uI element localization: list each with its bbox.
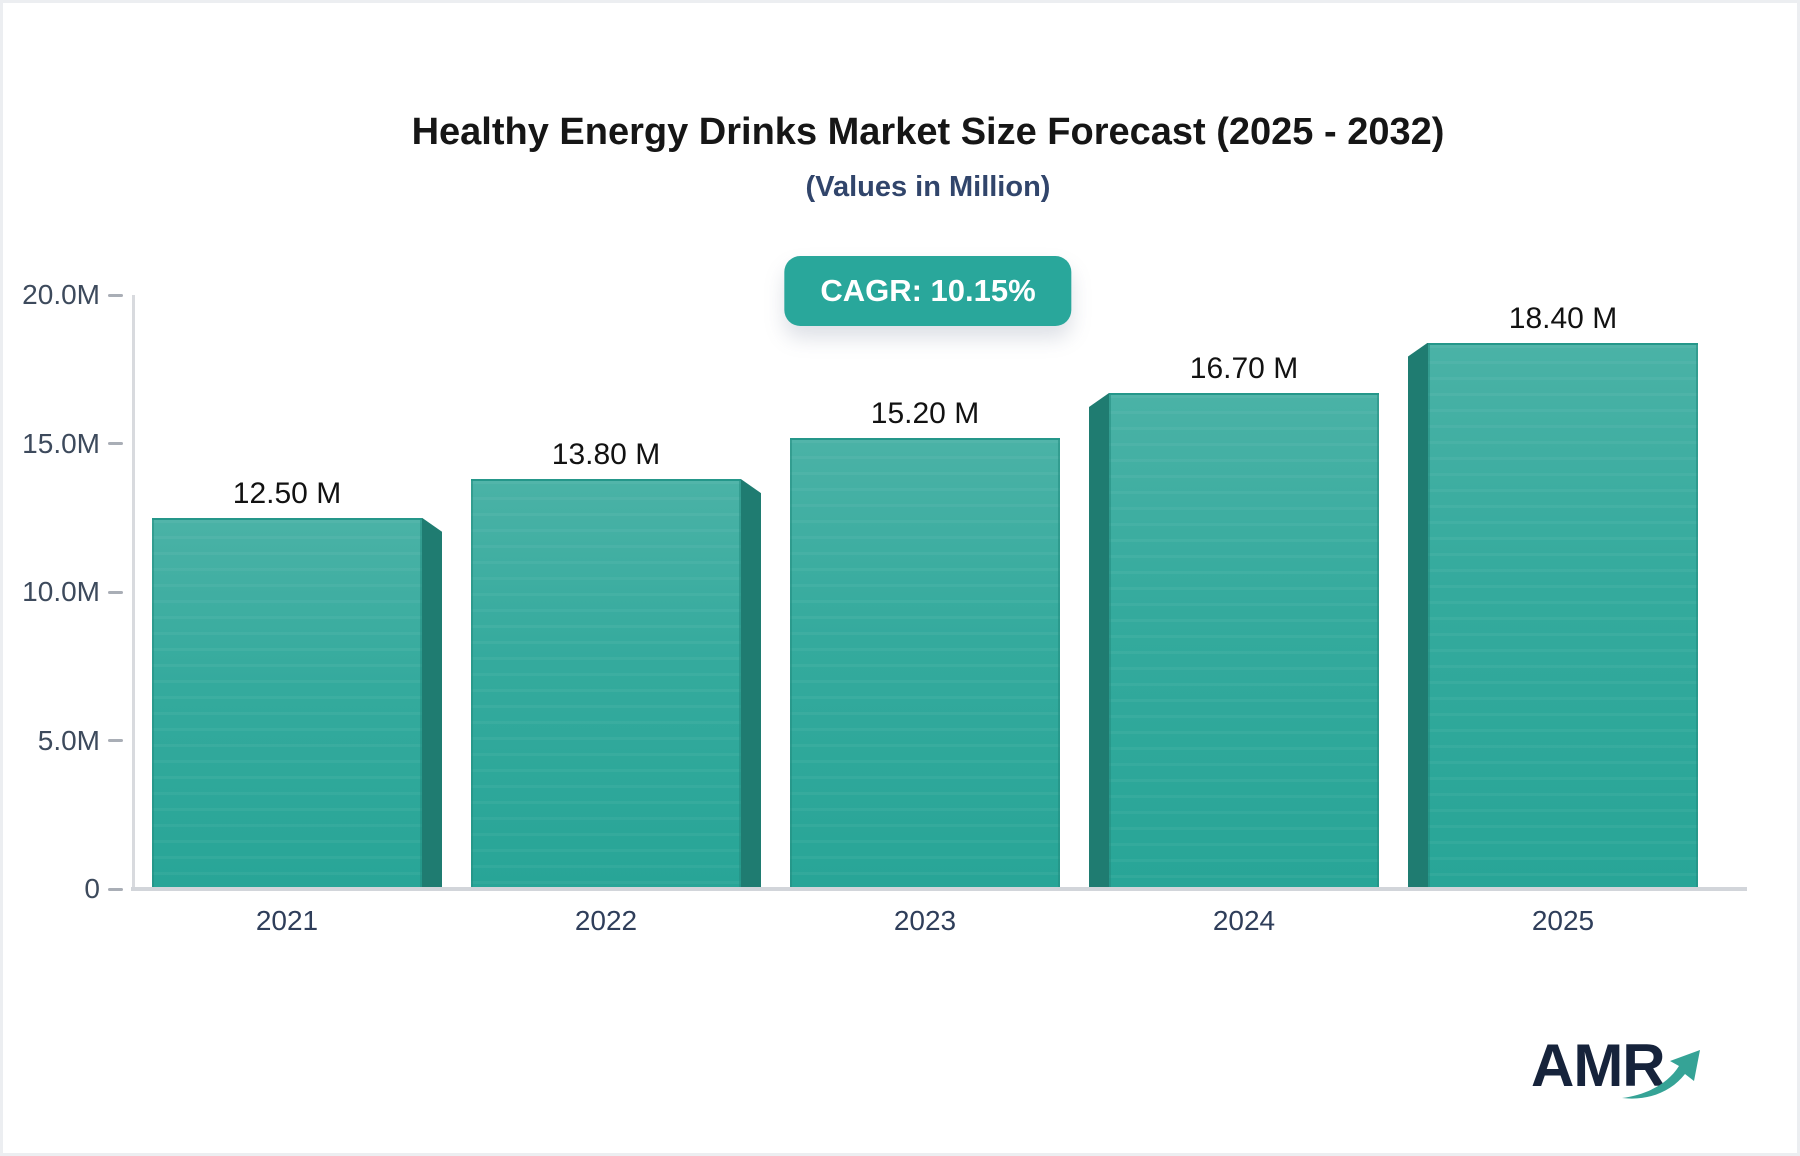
y-axis-tick-mark <box>108 887 123 891</box>
amr-logo-text: AMR <box>1531 1032 1666 1099</box>
bar-value-label: 13.80 M <box>551 438 661 472</box>
bar-value-label: 12.50 M <box>232 476 342 510</box>
bar-value-label: 16.70 M <box>1189 352 1299 385</box>
bar-2025 <box>1428 342 1698 889</box>
bar-3d-side-2021 <box>422 517 442 889</box>
growth-arrow-icon <box>1622 1050 1700 1099</box>
bar-2021 <box>152 517 422 889</box>
y-axis-tick-mark <box>108 442 123 445</box>
bar-value-label: 15.20 M <box>870 396 980 430</box>
y-axis-tick-label: 0 <box>84 873 100 904</box>
chart-subtitle: (Values in Million) <box>805 171 1051 203</box>
x-axis-category-label: 2025 <box>1531 905 1595 936</box>
bar-3d-side-2024 <box>1089 393 1109 889</box>
y-axis-tick-mark <box>108 739 123 742</box>
y-axis-tick-label: 10.0M <box>22 576 100 607</box>
x-axis-line <box>131 887 1747 891</box>
bar-chart-plot: 0 5.0M 10.0M 15.0M 20.0M 12.50 M 13.80 M 15.20 … <box>3 3 1797 1153</box>
bar-2023 <box>790 437 1060 889</box>
bar-3d-side-2022 <box>741 479 761 889</box>
x-axis-category-label: 2023 <box>893 905 957 936</box>
amr-logo: AMR <box>1531 1035 1721 1115</box>
x-axis-category-label: 2021 <box>255 905 319 936</box>
y-axis-tick-label: 20.0M <box>22 279 100 310</box>
bar-2022 <box>471 479 741 889</box>
bar-3d-side-2025 <box>1408 342 1428 889</box>
y-axis-tick-label: 15.0M <box>22 427 100 459</box>
bar-2024 <box>1109 393 1379 889</box>
bar-value-label: 18.40 M <box>1508 301 1618 335</box>
y-axis-tick-label: 5.0M <box>37 724 100 756</box>
chart-title: Healthy Energy Drinks Market Size Foreca… <box>411 111 1445 153</box>
y-axis-tick-mark <box>108 590 123 594</box>
x-axis-category-label: 2024 <box>1212 905 1276 936</box>
x-axis-category-label: 2022 <box>574 905 638 936</box>
y-axis-tick-mark <box>108 293 123 297</box>
y-axis-line <box>132 295 135 889</box>
cagr-badge: CAGR: 10.15% <box>784 256 1072 326</box>
